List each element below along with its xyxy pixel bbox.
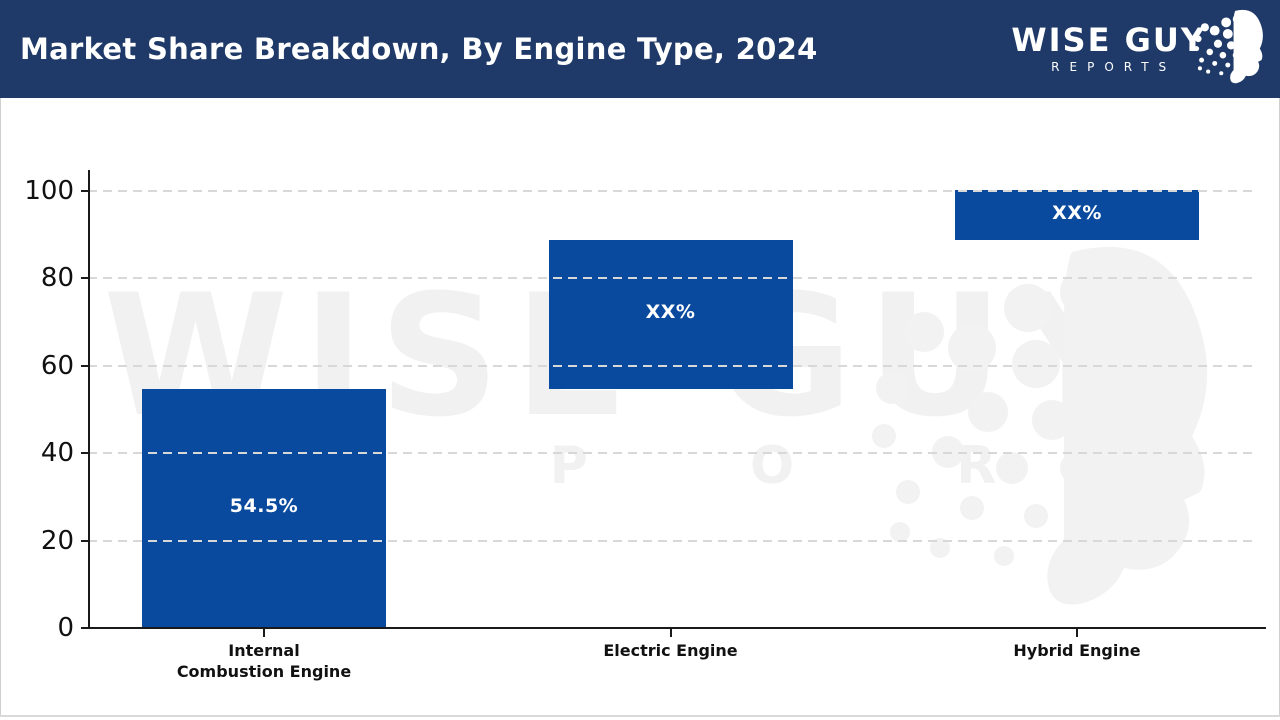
x-tick-mark [263,629,265,637]
x-tick-mark [669,629,672,637]
wise-guy-reports-logo: WISE GUY REPORTS [1011,6,1264,92]
gridline [88,277,1252,279]
logo-subtitle: REPORTS [1051,60,1177,74]
gridline [88,452,1252,454]
logo-name: WISE GUY [1011,21,1206,59]
y-tick-label: 40 [40,438,74,468]
x-axis-category-line: Electric Engine [603,641,738,660]
x-axis-category-label: Internal Combustion Engine [94,640,434,682]
report-header: Market Share Breakdown, By Engine Type, … [0,0,1280,98]
x-axis-category-line: Hybrid Engine [1013,641,1141,660]
y-tick-mark [81,452,89,454]
x-tick-mark [1076,629,1078,637]
bar [955,189,1199,240]
chart-plot-area: 0 20 40 60 80 100 54.5% Internal Combustion Engi… [0,98,1280,720]
y-tick-label: 60 [40,350,74,381]
bar-value-label: XX% [1052,201,1102,224]
bar-value-label: XX% [645,301,696,324]
y-tick-mark [81,364,89,367]
watermark-head-icon [872,246,1208,605]
gridline [88,539,1252,542]
gridline [88,364,1252,367]
y-tick-mark [81,627,89,629]
x-axis-category-label: Hybrid Engine [907,640,1247,661]
page-border-left [0,98,1,717]
x-axis-category-label: Electric Engine [501,640,841,661]
y-tick-label: 0 [57,613,74,643]
bar-value-label: 54.5% [229,494,299,517]
bar [548,239,793,389]
x-axis-line [88,627,1266,629]
y-tick-mark [81,539,89,542]
dotted-head-icon [1194,9,1263,84]
y-tick-mark [81,189,89,192]
y-tick-label: 20 [40,525,74,556]
y-axis-line [88,169,90,629]
bar [142,388,386,627]
page-title: Market Share Breakdown, By Engine Type, … [20,32,818,66]
x-axis-category-line: Combustion Engine [176,662,352,681]
logo-wordmark: WISE GUY REPORTS [1011,23,1206,75]
y-tick-label: 100 [24,175,74,206]
gridline [88,189,1252,192]
y-tick-label: 80 [40,263,74,293]
x-axis-category-line: Internal [228,641,300,660]
page-border-bottom [0,715,1280,717]
y-tick-mark [81,277,89,279]
